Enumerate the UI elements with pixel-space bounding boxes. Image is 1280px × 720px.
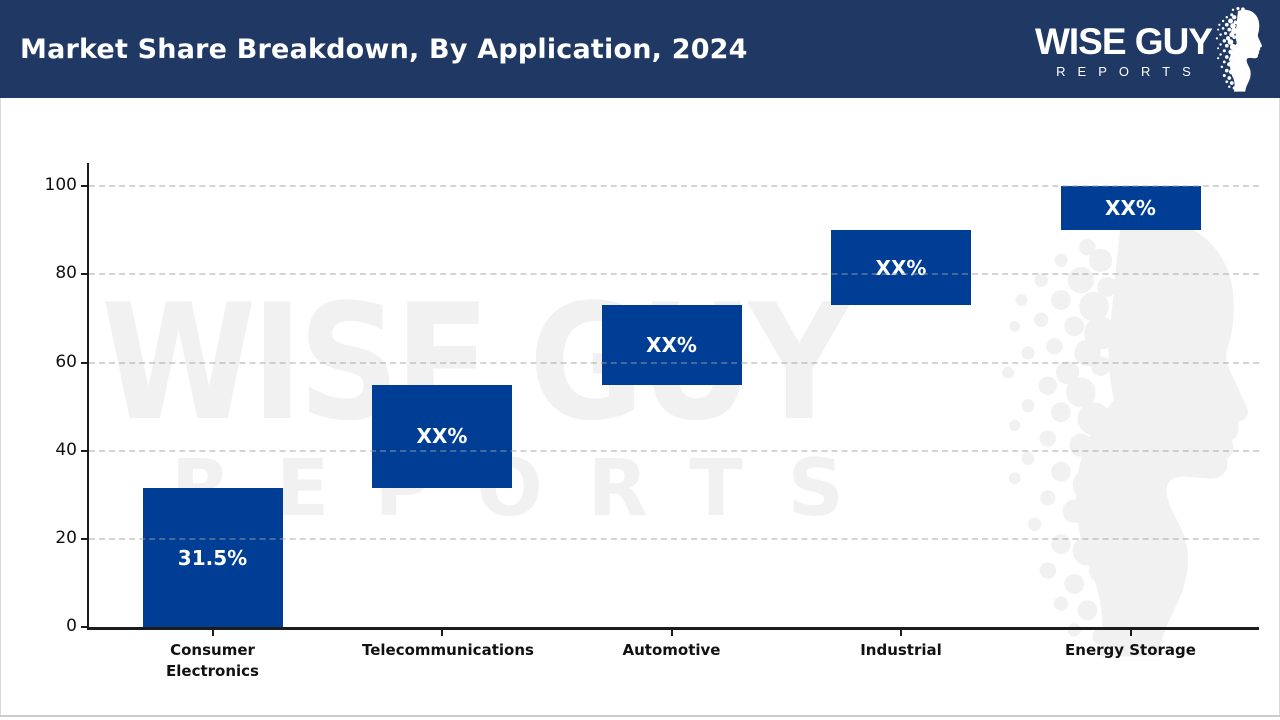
bar-value-label: XX% bbox=[646, 332, 697, 357]
bar-value-label: XX% bbox=[875, 255, 927, 280]
x-tick-label-energy-storage: Energy Storage bbox=[1016, 640, 1246, 661]
x-axis-spine bbox=[89, 627, 1259, 630]
logo-wordmark: WISE GUY bbox=[1034, 21, 1213, 62]
x-tick-label-text: Telecommunications bbox=[362, 641, 534, 659]
gridline-80 bbox=[89, 273, 1259, 276]
y-tick-mark bbox=[81, 361, 89, 364]
y-axis-spine bbox=[87, 163, 89, 630]
x-tick-label-text: Automotive bbox=[622, 641, 721, 659]
bar-industrial: XX% bbox=[831, 230, 971, 306]
x-tick-label-industrial: Industrial bbox=[786, 640, 1016, 661]
gridline-60 bbox=[89, 361, 1259, 364]
x-tick-mark bbox=[1129, 627, 1132, 636]
y-tick-label: 100 bbox=[44, 175, 77, 196]
y-tick-label: 20 bbox=[55, 527, 77, 548]
y-tick-label: 40 bbox=[55, 439, 77, 460]
bar-value-label: XX% bbox=[416, 424, 468, 449]
x-tick-mark bbox=[441, 627, 443, 636]
y-tick-mark bbox=[81, 626, 89, 628]
x-tick-label-text: Energy Storage bbox=[1065, 641, 1196, 659]
gridline-20 bbox=[89, 537, 1259, 540]
x-tick-mark bbox=[900, 627, 902, 636]
x-tick-label-text: Consumer Electronics bbox=[166, 641, 259, 680]
bar-telecommunications: XX% bbox=[372, 384, 512, 489]
x-tick-mark bbox=[211, 627, 214, 636]
y-tick-label: 60 bbox=[55, 351, 77, 372]
bar-automotive: XX% bbox=[601, 305, 742, 385]
page-title: Market Share Breakdown, By Application, … bbox=[20, 33, 748, 65]
y-tick-label: 0 bbox=[66, 616, 77, 636]
gridline-40 bbox=[89, 449, 1259, 452]
y-tick-mark bbox=[81, 449, 89, 452]
logo-text: WISE GUY REPORTS bbox=[1034, 21, 1213, 79]
y-tick-label: 80 bbox=[55, 263, 77, 284]
bottom-divider bbox=[0, 715, 1280, 717]
chart-area: WISE GUY REPORTS 0 20 40 60 80 100 31.5% Consum… bbox=[0, 98, 1280, 716]
bar-energy-storage: XX% bbox=[1060, 186, 1201, 231]
gridline-100 bbox=[89, 185, 1259, 188]
x-tick-label-automotive: Automotive bbox=[557, 640, 787, 661]
x-tick-label-telecommunications: Telecommunications bbox=[327, 640, 557, 661]
bar-value-label: 31.5% bbox=[177, 545, 248, 570]
header: Market Share Breakdown, By Application, … bbox=[0, 0, 1280, 98]
x-tick-mark bbox=[670, 627, 673, 636]
watermark-head-icon bbox=[929, 201, 1259, 663]
wiseguy-logo: WISE GUY REPORTS bbox=[1035, 6, 1264, 93]
y-tick-mark bbox=[81, 273, 89, 276]
wiseguy-head-icon bbox=[1202, 6, 1264, 93]
x-tick-label-text: Industrial bbox=[860, 641, 942, 659]
logo-subtext: REPORTS bbox=[1056, 64, 1203, 79]
x-tick-label-consumer-electronics: Consumer Electronics bbox=[98, 640, 328, 682]
bar-value-label: XX% bbox=[1105, 196, 1156, 221]
bar-consumer-electronics: 31.5% bbox=[142, 488, 283, 627]
y-tick-mark bbox=[81, 537, 89, 540]
y-tick-mark bbox=[81, 185, 89, 188]
